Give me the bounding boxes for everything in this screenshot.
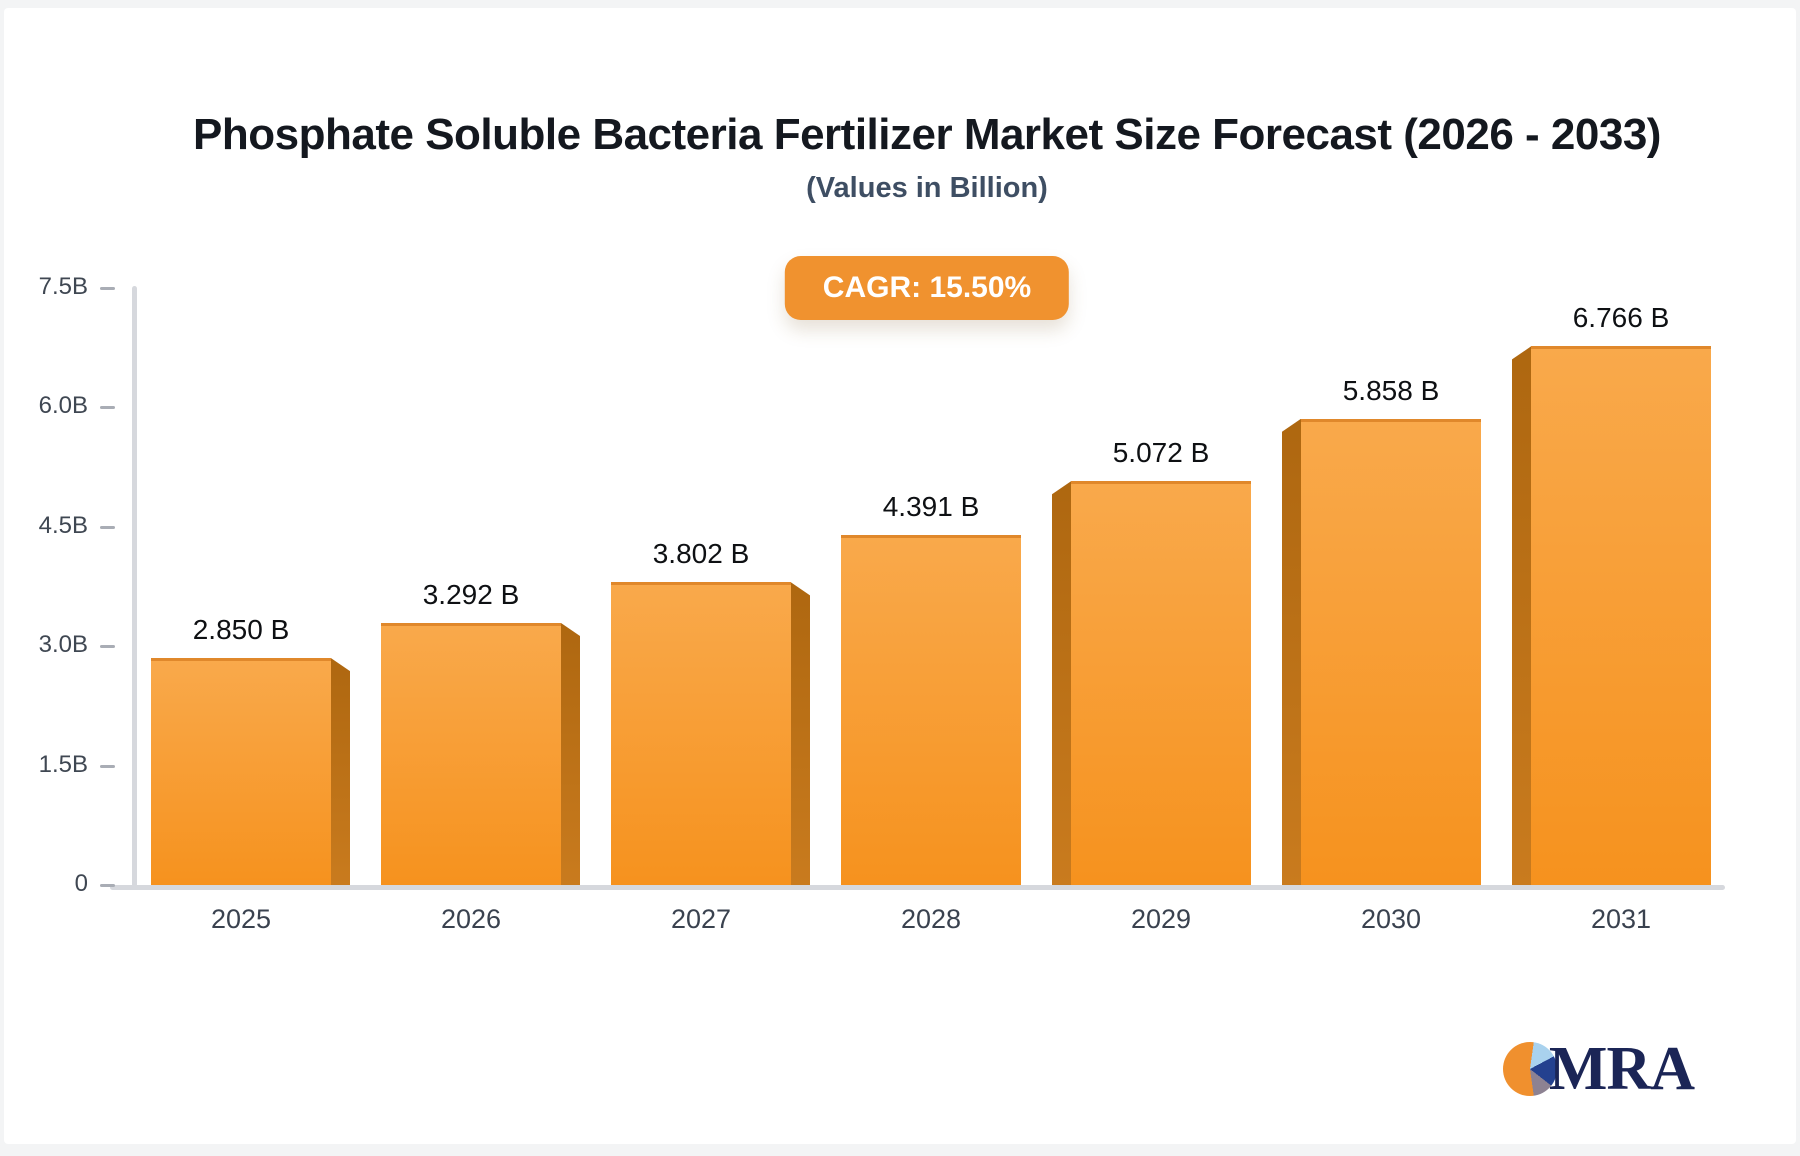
- x-tick-label-2027: 2027: [670, 904, 732, 934]
- x-tick-label-2029: 2029: [1130, 904, 1192, 934]
- logo-text: MRA: [1548, 1035, 1695, 1103]
- y-tick-label: 7.5B: [38, 273, 88, 300]
- x-tick-label-2030: 2030: [1360, 904, 1422, 934]
- y-tick-label: 1.5B: [38, 750, 88, 778]
- x-axis-line: [110, 885, 1725, 890]
- y-tick-label: 0: [74, 870, 88, 897]
- bar-side-face: [561, 622, 580, 885]
- y-tick-dash: [100, 645, 115, 649]
- bar-value-label: 5.858 B: [1342, 374, 1440, 406]
- bar-value-label: 2.850 B: [192, 614, 290, 646]
- bar-2031: [1531, 346, 1711, 885]
- y-axis-line: [132, 286, 137, 887]
- chart-subtitle: (Values in Billion): [806, 172, 1048, 204]
- y-tick-dash: [100, 884, 115, 887]
- bar-2025: [151, 658, 331, 885]
- y-tick-dash: [100, 287, 115, 290]
- x-tick-label-2025: 2025: [210, 904, 272, 934]
- bar-value-label: 4.391 B: [882, 491, 980, 523]
- y-tick-dash: [100, 525, 115, 529]
- bar-value-label: 3.802 B: [652, 538, 750, 570]
- y-tick-dash: [100, 764, 115, 768]
- chart-title: Phosphate Soluble Bacteria Fertilizer Ma…: [193, 110, 1661, 159]
- bar-value-label: 3.292 B: [422, 578, 520, 610]
- bar-side-face: [331, 658, 350, 885]
- bar-2029: [1071, 481, 1251, 885]
- y-tick-label: 4.5B: [38, 511, 88, 539]
- x-tick-label-2026: 2026: [440, 904, 502, 934]
- cagr-badge: CAGR: 15.50%: [784, 256, 1070, 320]
- bar-side-face: [1052, 481, 1071, 885]
- bar-value-label: 6.766 B: [1572, 302, 1670, 334]
- y-tick-dash: [100, 406, 115, 410]
- x-tick-label-2028: 2028: [900, 904, 962, 934]
- bar-2028: [841, 535, 1021, 885]
- bar-side-face: [1512, 346, 1531, 885]
- bar-value-label: 5.072 B: [1112, 437, 1210, 469]
- bar-side-face: [1282, 418, 1301, 885]
- mra-logo: MRA: [1502, 1035, 1695, 1103]
- bar-2027: [611, 582, 791, 885]
- x-tick-label-2031: 2031: [1590, 904, 1652, 934]
- y-tick-label: 3.0B: [38, 631, 88, 659]
- bar-2030: [1301, 418, 1481, 885]
- y-tick-label: 6.0B: [38, 392, 88, 420]
- pie-chart-logo-icon: [1502, 1042, 1557, 1096]
- bar-2026: [381, 622, 561, 885]
- bar-side-face: [791, 582, 810, 885]
